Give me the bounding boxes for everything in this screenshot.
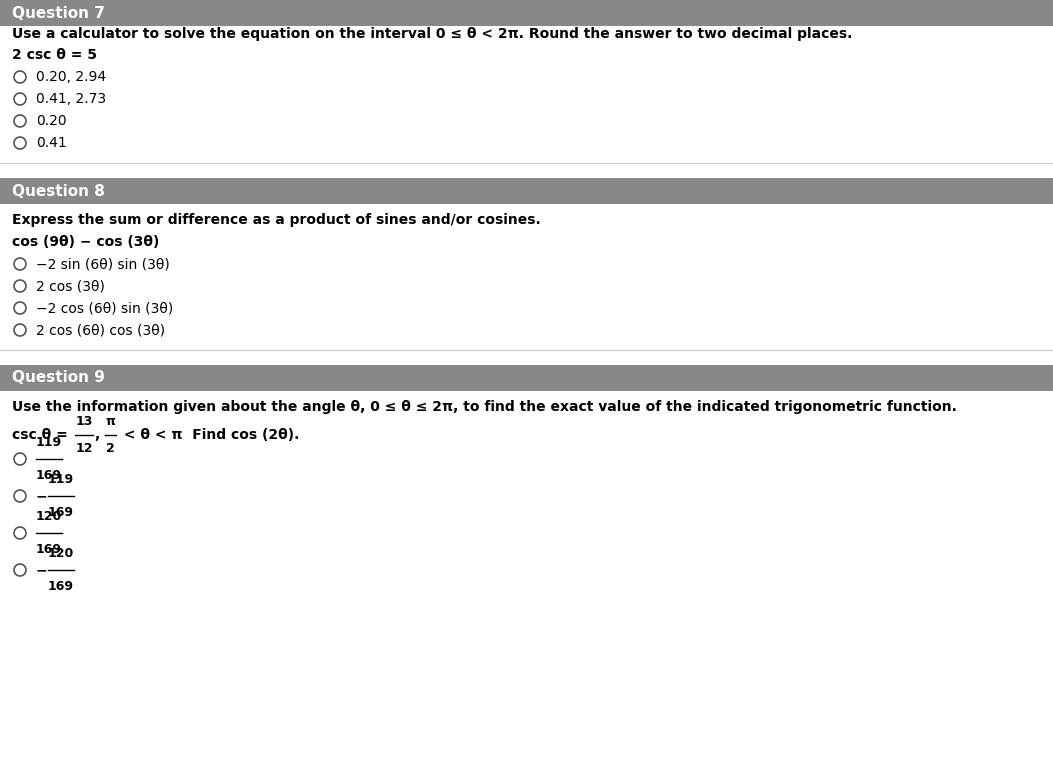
Text: 120: 120 xyxy=(47,547,74,560)
Text: 0.41: 0.41 xyxy=(36,136,66,150)
Text: ,: , xyxy=(94,428,99,442)
Text: 169: 169 xyxy=(48,580,74,593)
Text: 119: 119 xyxy=(48,473,74,486)
Text: π: π xyxy=(105,415,116,428)
Text: 2 cos (3θ): 2 cos (3θ) xyxy=(36,279,105,293)
Text: 169: 169 xyxy=(36,469,62,482)
Bar xyxy=(0,365,1053,391)
Text: < θ < π  Find cos (2θ).: < θ < π Find cos (2θ). xyxy=(119,428,299,442)
Text: 2: 2 xyxy=(106,442,115,455)
Text: 169: 169 xyxy=(36,543,62,556)
Text: 169: 169 xyxy=(48,506,74,519)
Text: cos (9θ) − cos (3θ): cos (9θ) − cos (3θ) xyxy=(12,235,159,249)
Bar xyxy=(0,0,1053,26)
Text: 0.20: 0.20 xyxy=(36,114,66,128)
Text: 12: 12 xyxy=(75,442,93,455)
Text: 119: 119 xyxy=(36,436,62,449)
Text: Express the sum or difference as a product of sines and/or cosines.: Express the sum or difference as a produ… xyxy=(12,213,541,227)
Text: 0.41, 2.73: 0.41, 2.73 xyxy=(36,92,106,106)
Text: 0.20, 2.94: 0.20, 2.94 xyxy=(36,70,106,84)
Bar xyxy=(0,178,1053,204)
Text: 2 cos (6θ) cos (3θ): 2 cos (6θ) cos (3θ) xyxy=(36,323,165,337)
Text: −: − xyxy=(36,489,47,503)
Text: Use a calculator to solve the equation on the interval 0 ≤ θ < 2π. Round the ans: Use a calculator to solve the equation o… xyxy=(12,27,852,41)
Text: Use the information given about the angle θ, 0 ≤ θ ≤ 2π, to find the exact value: Use the information given about the angl… xyxy=(12,400,957,414)
Text: −: − xyxy=(36,563,47,577)
Text: Question 8: Question 8 xyxy=(12,183,105,198)
Text: csc θ =: csc θ = xyxy=(12,428,73,442)
Text: −2 sin (6θ) sin (3θ): −2 sin (6θ) sin (3θ) xyxy=(36,257,170,271)
Text: −2 cos (6θ) sin (3θ): −2 cos (6θ) sin (3θ) xyxy=(36,301,174,315)
Text: 13: 13 xyxy=(76,415,93,428)
Text: Question 9: Question 9 xyxy=(12,371,105,385)
Text: 120: 120 xyxy=(36,510,62,523)
Text: Question 7: Question 7 xyxy=(12,5,105,21)
Text: 2 csc θ = 5: 2 csc θ = 5 xyxy=(12,48,97,62)
